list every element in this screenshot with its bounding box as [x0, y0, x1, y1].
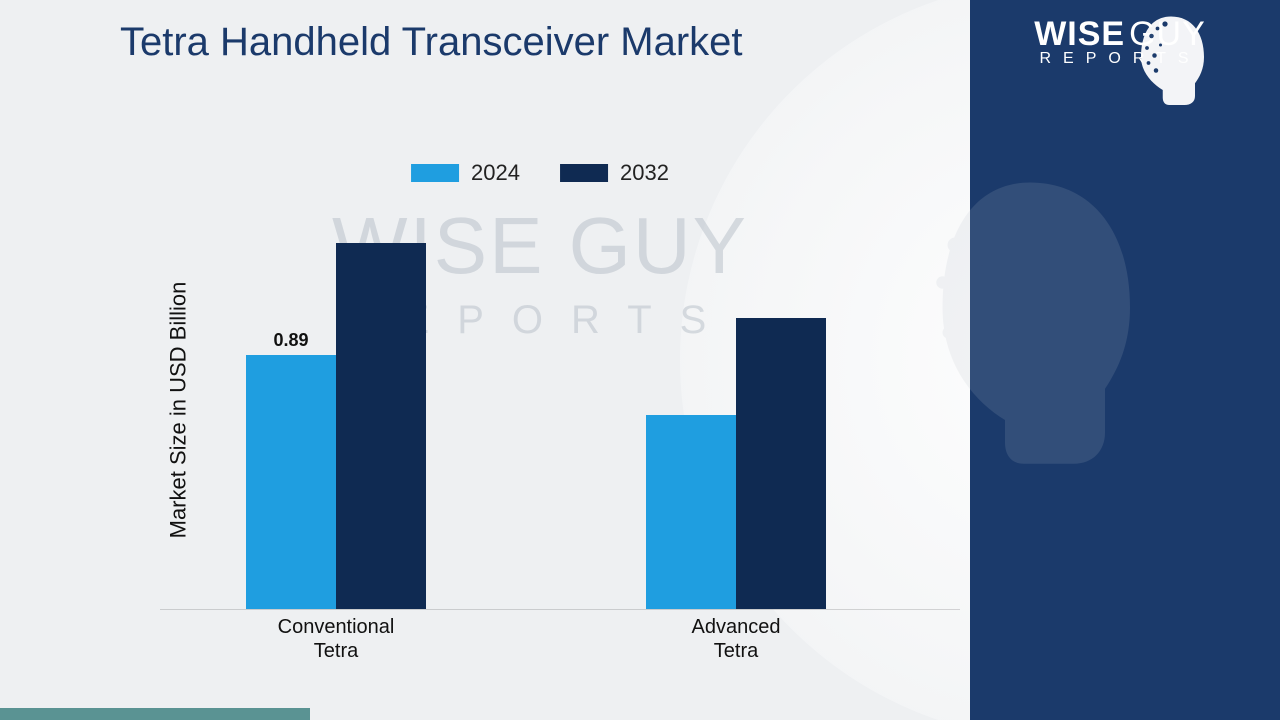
brand-logo: WISEGUY REPORTS [980, 15, 1260, 68]
bar-2024: 0.89 [246, 355, 336, 609]
category-label: AdvancedTetra [636, 609, 836, 663]
bar-2032 [736, 318, 826, 609]
logo-head-icon [1126, 15, 1216, 105]
logo-text-wise: WISE [1034, 15, 1125, 54]
legend-item-2032: 2032 [560, 160, 669, 186]
bar-group: AdvancedTetra [636, 318, 836, 609]
legend-item-2024: 2024 [411, 160, 520, 186]
bar-2024 [646, 415, 736, 609]
category-label: ConventionalTetra [236, 609, 436, 663]
bar-2032 [336, 243, 426, 609]
bar-group: 0.89ConventionalTetra [236, 243, 436, 609]
page: WISE GUY REPORTS Tetra Handheld Transcei… [0, 0, 1280, 720]
bar-value-label: 0.89 [246, 330, 336, 355]
plot-area: 0.89ConventionalTetra AdvancedTetra [160, 210, 960, 610]
bottom-accent-bar [0, 708, 310, 720]
chart-title: Tetra Handheld Transceiver Market [120, 20, 743, 65]
legend-label-2024: 2024 [471, 160, 520, 186]
bar-chart: Market Size in USD Billion 2024 2032 0.8… [100, 150, 980, 670]
chart-legend: 2024 2032 [411, 160, 669, 186]
legend-swatch-2032 [560, 164, 608, 182]
legend-label-2032: 2032 [620, 160, 669, 186]
legend-swatch-2024 [411, 164, 459, 182]
